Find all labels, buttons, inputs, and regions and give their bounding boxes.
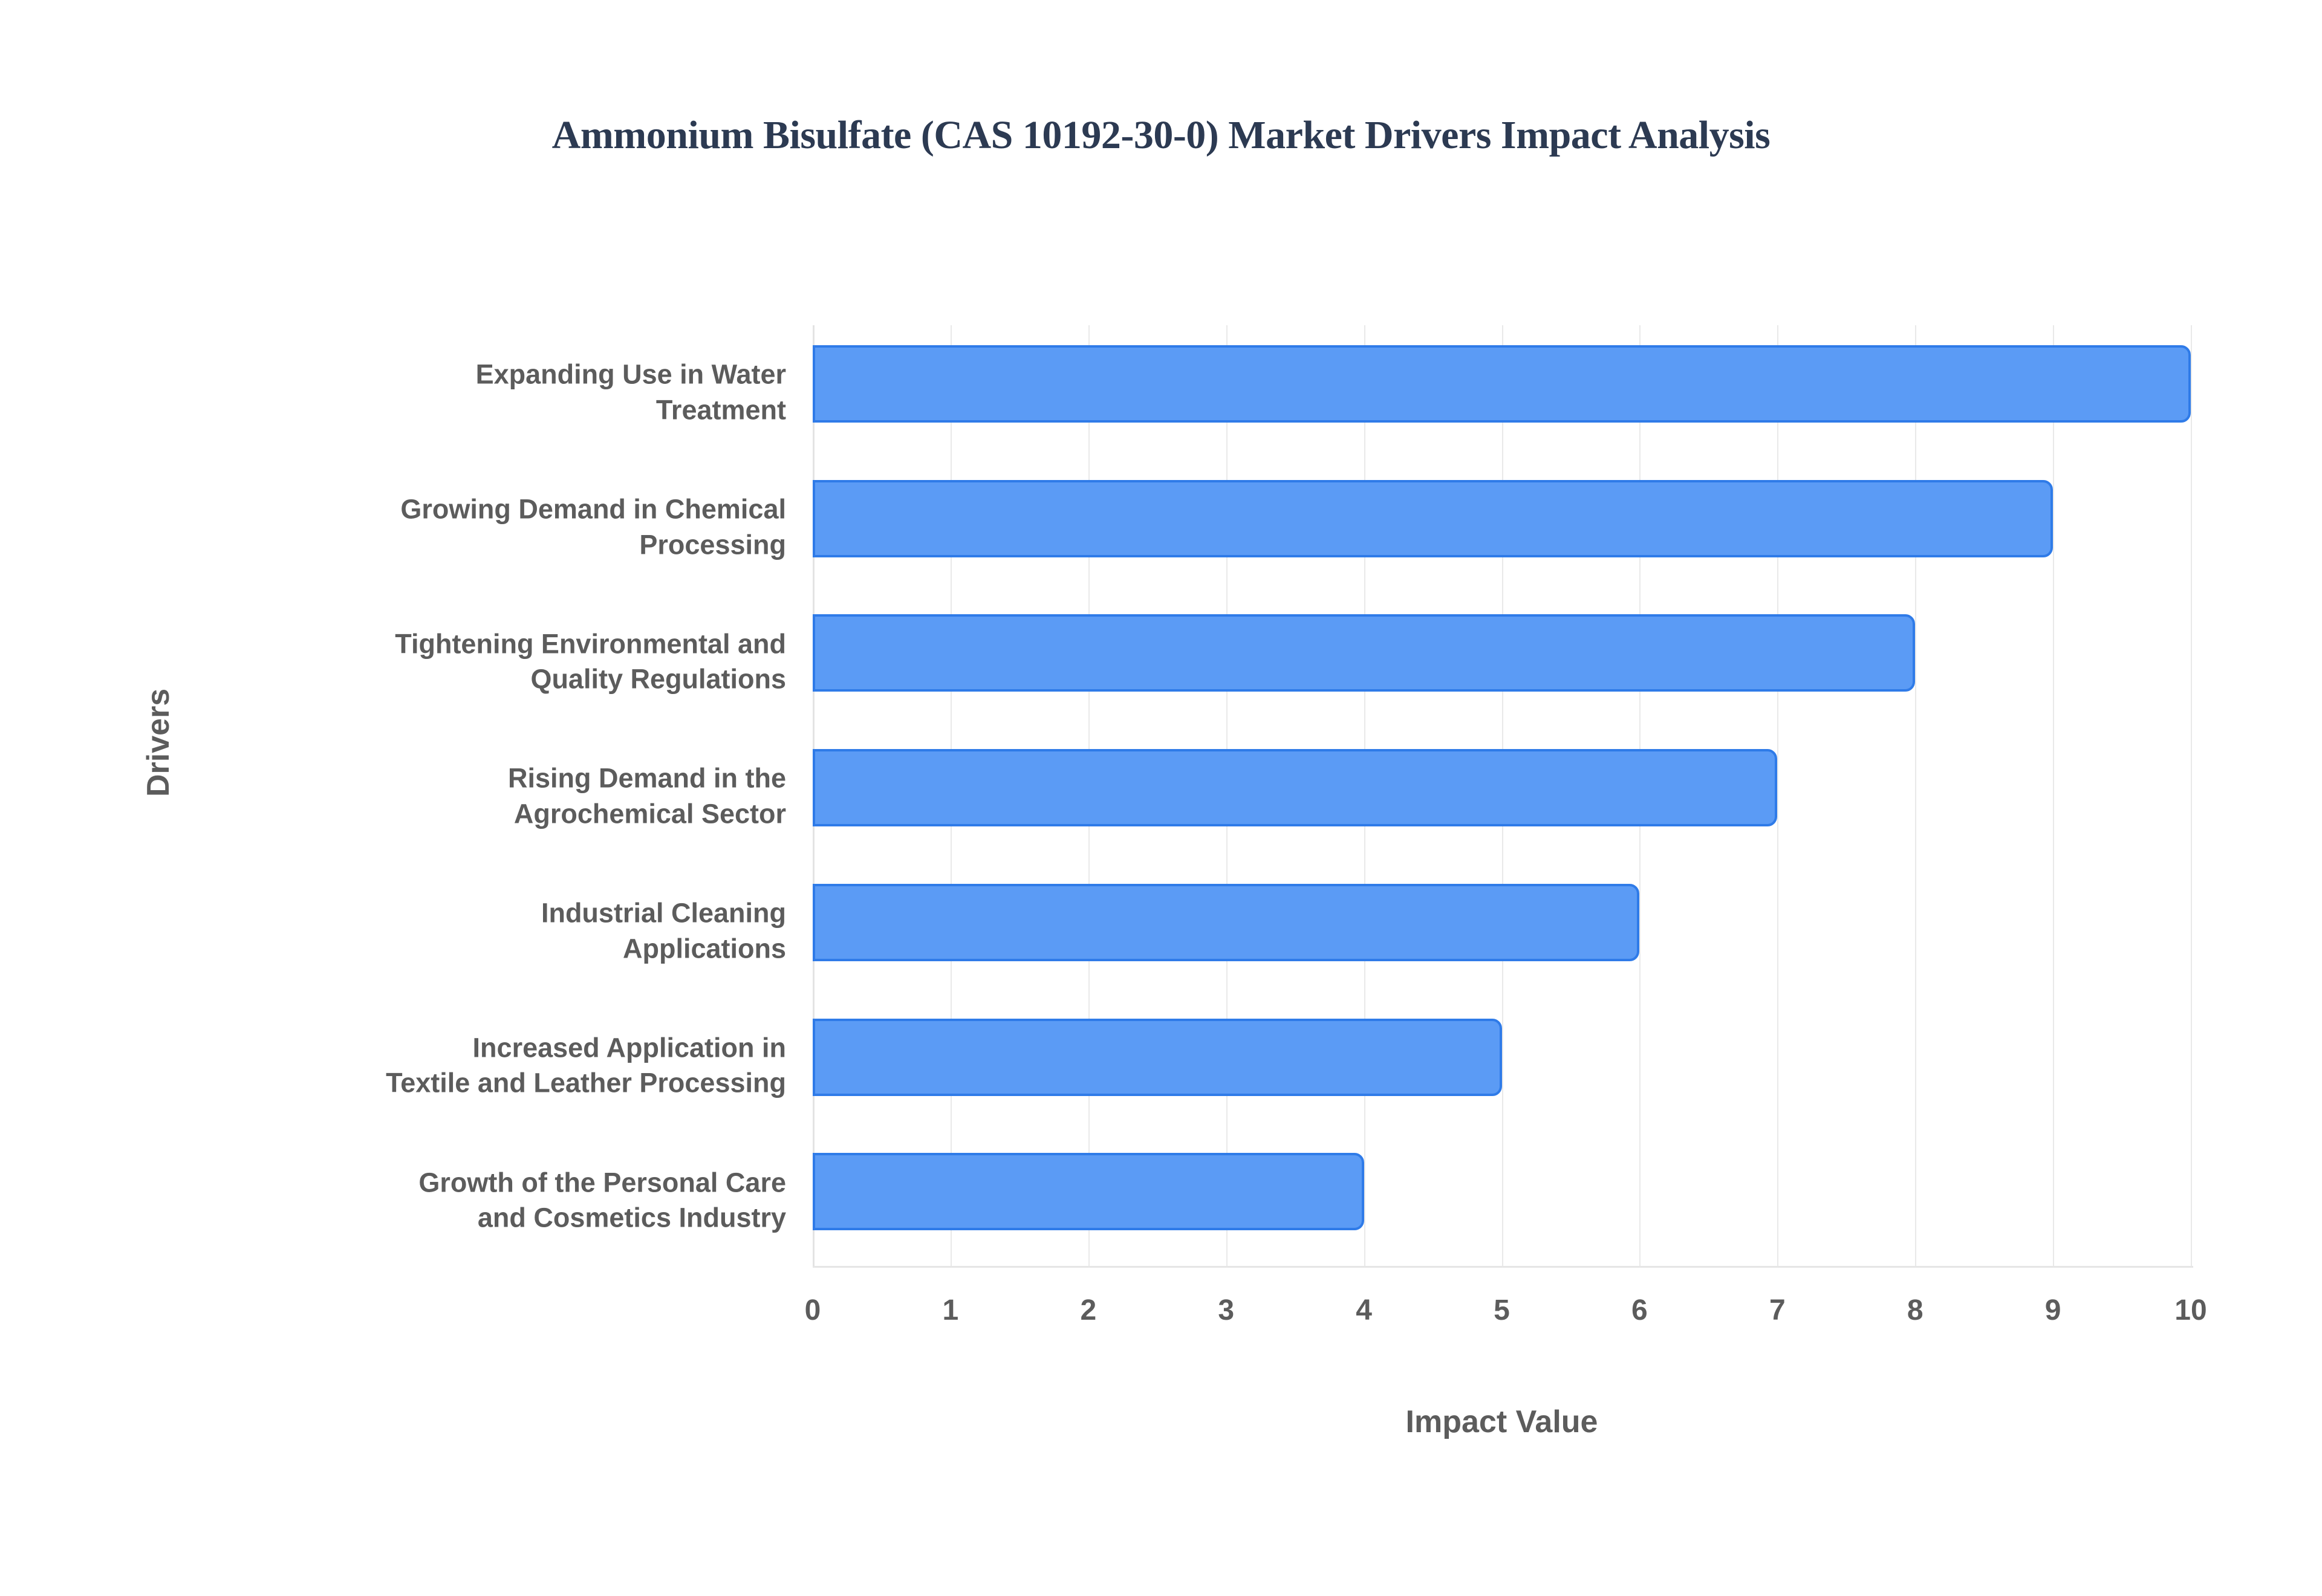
y-axis-tick-label: Tightening Environmental and Quality Reg… <box>181 594 786 729</box>
bar-row[interactable] <box>813 594 2191 729</box>
gridline <box>2191 325 2192 1268</box>
y-axis-tick-label-text: Rising Demand in the Agrochemical Sector <box>507 762 786 829</box>
bar-row[interactable] <box>813 729 2191 864</box>
y-axis-tick-label-text: Industrial Cleaning Applications <box>541 897 786 964</box>
x-axis-tick-label: 4 <box>1356 1294 1372 1326</box>
bar-row[interactable] <box>813 1133 2191 1268</box>
bar[interactable] <box>813 883 1640 961</box>
x-axis-tick-label: 6 <box>1631 1294 1648 1326</box>
x-axis-tick-label: 10 <box>2174 1294 2207 1326</box>
x-axis-tick-label: 5 <box>1494 1294 1510 1326</box>
x-axis-title: Impact Value <box>1405 1404 1598 1439</box>
bar-row[interactable] <box>813 325 2191 460</box>
x-axis-tick-labels: 0 1 2 3 4 5 6 7 8 9 10 <box>805 1294 2207 1342</box>
y-axis-tick-label: Growth of the Personal Care and Cosmetic… <box>181 1133 786 1268</box>
plot-area <box>813 325 2193 1268</box>
x-axis-tick-label: 8 <box>1907 1294 1924 1326</box>
bar-row[interactable] <box>813 864 2191 999</box>
bar[interactable] <box>813 345 2191 423</box>
x-axis-tick-label: 9 <box>2044 1294 2061 1326</box>
x-axis-tick-label: 1 <box>942 1294 959 1326</box>
y-axis-tick-label-text: Increased Application in Textile and Lea… <box>386 1032 786 1098</box>
gridline <box>1777 325 1779 1268</box>
x-axis-tick-label: 7 <box>1769 1294 1786 1326</box>
y-axis-tick-label-text: Expanding Use in Water Treatment <box>475 358 786 426</box>
y-axis-tick-label: Growing Demand in Chemical Processing <box>181 460 786 595</box>
bar[interactable] <box>813 1153 1364 1231</box>
x-axis-line <box>813 1266 2193 1268</box>
y-axis-tick-label: Expanding Use in Water Treatment <box>181 325 786 460</box>
gridline <box>2053 325 2055 1268</box>
y-axis-tick-label: Increased Application in Textile and Lea… <box>181 999 786 1134</box>
bar[interactable] <box>813 479 2054 557</box>
y-axis-tick-label: Rising Demand in the Agrochemical Sector <box>181 729 786 864</box>
x-axis-tick-label: 3 <box>1218 1294 1235 1326</box>
y-axis-tick-label-text: Tightening Environmental and Quality Reg… <box>395 628 786 695</box>
bar[interactable] <box>813 1018 1502 1096</box>
gridline <box>1915 325 1917 1268</box>
x-axis-tick-label: 0 <box>804 1294 821 1326</box>
x-axis-tick-label: 2 <box>1080 1294 1097 1326</box>
bar[interactable] <box>813 614 1916 692</box>
y-axis-tick-label-text: Growth of the Personal Care and Cosmetic… <box>418 1167 786 1233</box>
bar-row[interactable] <box>813 460 2191 595</box>
y-axis-tick-label: Industrial Cleaning Applications <box>181 864 786 999</box>
bar[interactable] <box>813 749 1778 827</box>
y-axis-title: Drivers <box>141 688 176 797</box>
y-axis-tick-labels: Expanding Use in Water Treatment Growing … <box>181 325 786 1268</box>
bar-row[interactable] <box>813 999 2191 1134</box>
chart-title: Ammonium Bisulfate (CAS 10192-30-0) Mark… <box>551 113 1771 157</box>
y-axis-tick-label-text: Growing Demand in Chemical Processing <box>400 493 786 560</box>
